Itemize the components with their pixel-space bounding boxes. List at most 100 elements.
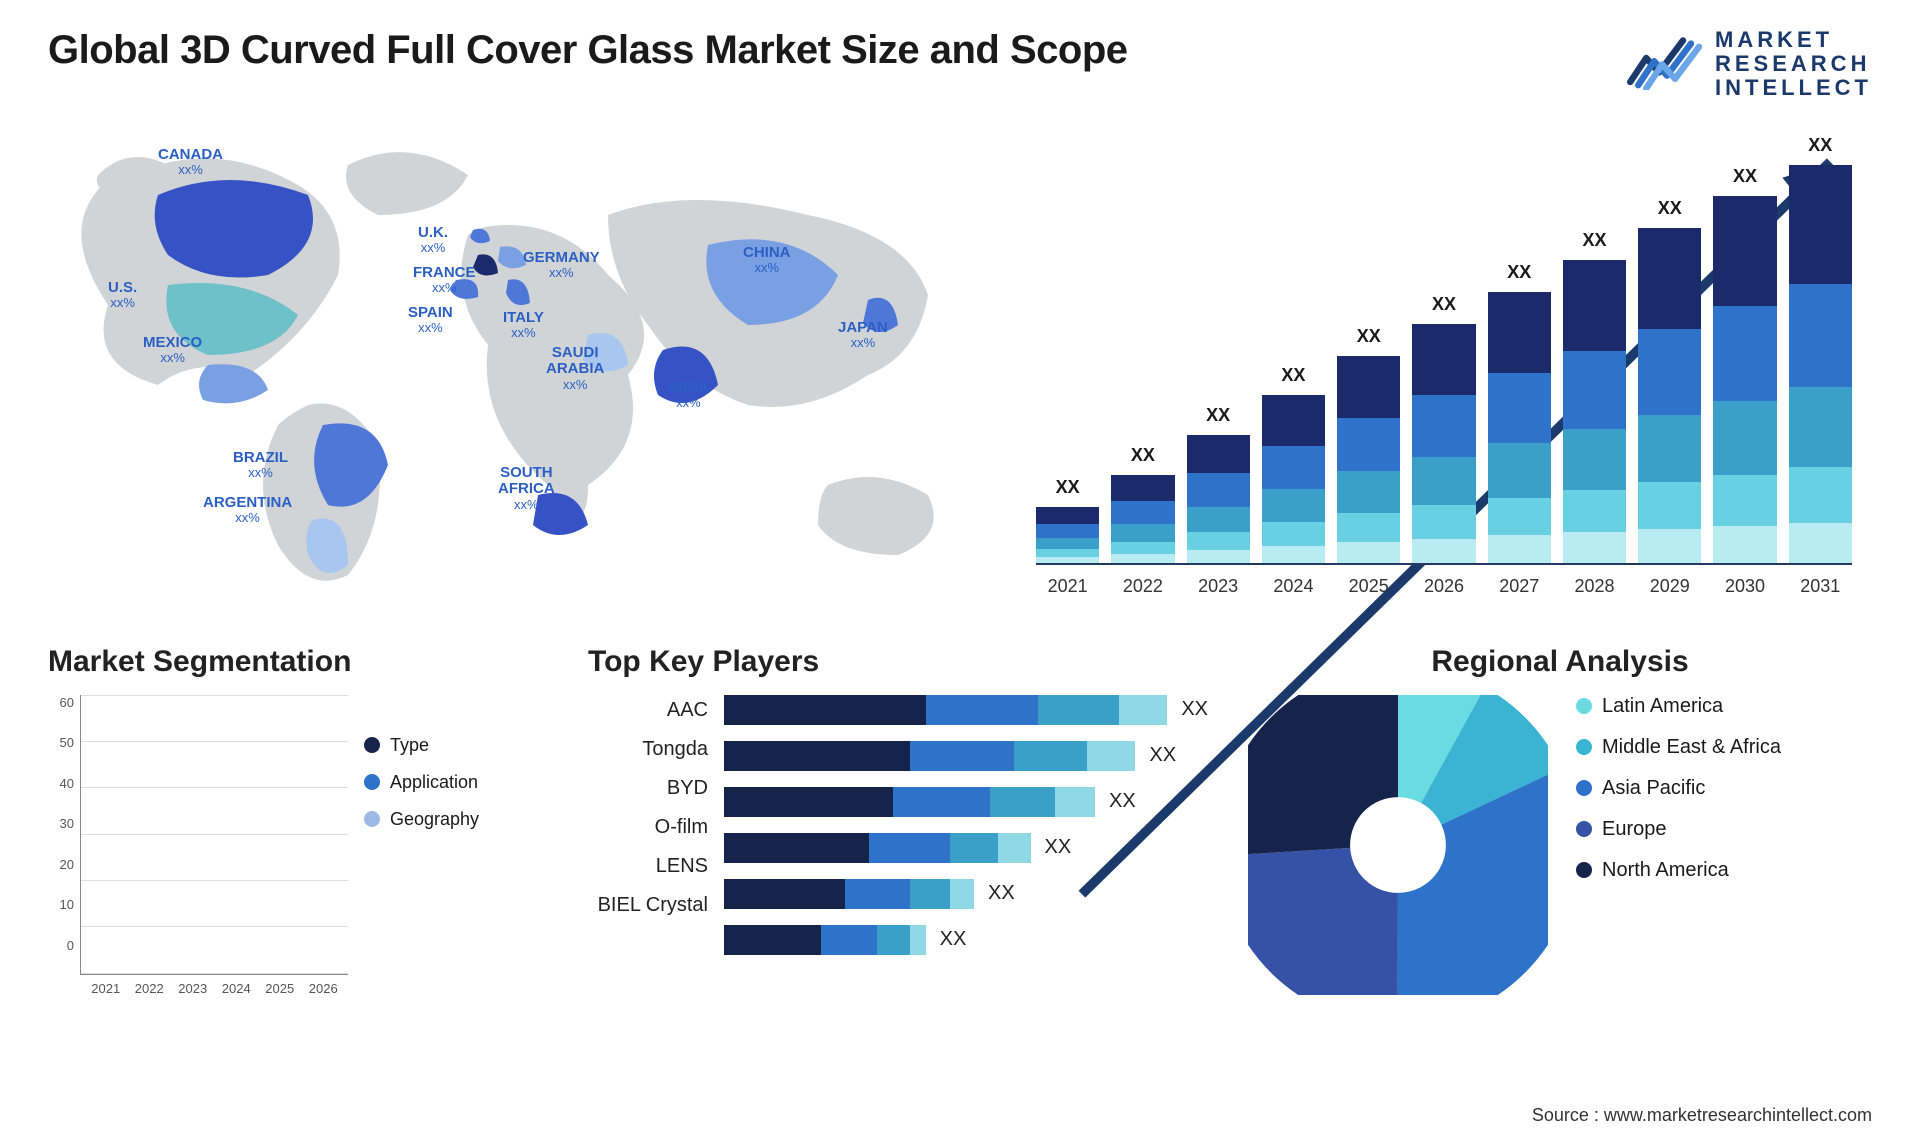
growth-year-2025: 2025 — [1337, 576, 1400, 597]
growth-bar-2026: XX — [1412, 324, 1475, 563]
growth-bar-label: XX — [1412, 294, 1475, 315]
growth-year-2023: 2023 — [1187, 576, 1250, 597]
page-title: Global 3D Curved Full Cover Glass Market… — [48, 28, 1128, 73]
seg-legend-geography: Geography — [364, 809, 479, 830]
logo-mark-icon — [1627, 34, 1707, 95]
player-value: XX — [1149, 744, 1176, 767]
growth-year-2024: 2024 — [1262, 576, 1325, 597]
map-label-u-k-: U.K.xx% — [418, 225, 448, 256]
growth-bar-label: XX — [1488, 262, 1551, 283]
player-value: XX — [1181, 698, 1208, 721]
seg-ytick: 40 — [48, 776, 74, 791]
seg-ytick: 60 — [48, 695, 74, 710]
player-label-o-film: O-film — [588, 816, 708, 839]
seg-legend-application: Application — [364, 772, 479, 793]
seg-ytick: 30 — [48, 816, 74, 831]
seg-ytick: 50 — [48, 735, 74, 750]
map-label-spain: SPAINxx% — [408, 305, 453, 336]
map-label-canada: CANADAxx% — [158, 147, 223, 178]
players-title: Top Key Players — [588, 645, 1208, 679]
growth-chart: XXXXXXXXXXXXXXXXXXXXXX 20212022202320242… — [1036, 125, 1872, 605]
growth-bar-label: XX — [1789, 135, 1852, 156]
growth-bar-2030: XX — [1713, 196, 1776, 562]
growth-bar-2023: XX — [1187, 435, 1250, 562]
growth-bar-2025: XX — [1337, 356, 1400, 563]
regional-donut — [1248, 695, 1548, 995]
player-label-lens: LENS — [588, 855, 708, 878]
seg-year-2025: 2025 — [263, 981, 297, 996]
world-map: CANADAxx% U.S.xx%MEXICOxx% BRAZILxx% ARGENT… — [48, 125, 988, 605]
map-label-argentina: ARGENTINAxx% — [203, 495, 292, 526]
map-label-brazil: BRAZILxx% — [233, 450, 288, 481]
seg-ytick: 0 — [48, 938, 74, 953]
player-label-biel-crystal: BIEL Crystal — [588, 894, 708, 917]
seg-year-2022: 2022 — [133, 981, 167, 996]
growth-year-2031: 2031 — [1789, 576, 1852, 597]
player-label-tongda: Tongda — [588, 738, 708, 761]
growth-bar-2029: XX — [1638, 228, 1701, 562]
player-value: XX — [988, 882, 1015, 905]
seg-ytick: 10 — [48, 897, 74, 912]
growth-x-axis — [1036, 563, 1852, 565]
growth-bar-label: XX — [1563, 230, 1626, 251]
growth-year-2027: 2027 — [1488, 576, 1551, 597]
growth-bar-2022: XX — [1111, 475, 1174, 563]
growth-year-2030: 2030 — [1713, 576, 1776, 597]
growth-year-2029: 2029 — [1638, 576, 1701, 597]
growth-bar-2021: XX — [1036, 507, 1099, 563]
map-label-u-s-: U.S.xx% — [108, 280, 137, 311]
regional-title: Regional Analysis — [1248, 645, 1872, 679]
logo-line3: INTELLECT — [1715, 76, 1872, 100]
player-bar-tongda: XX — [724, 741, 1208, 771]
map-label-china: CHINAxx% — [743, 245, 791, 276]
player-bar-lens: XX — [724, 879, 1208, 909]
regional-panel: Regional Analysis Latin America Middle Ea… — [1248, 645, 1872, 995]
map-label-mexico: MEXICOxx% — [143, 335, 202, 366]
growth-bar-label: XX — [1187, 405, 1250, 426]
growth-bar-2028: XX — [1563, 260, 1626, 562]
player-bar-o-film: XX — [724, 833, 1208, 863]
map-label-south-africa: SOUTHAFRICAxx% — [498, 465, 555, 512]
growth-bar-label: XX — [1337, 326, 1400, 347]
growth-bar-label: XX — [1638, 198, 1701, 219]
growth-year-2021: 2021 — [1036, 576, 1099, 597]
map-label-france: FRANCExx% — [413, 265, 476, 296]
region-legend-asia-pacific: Asia Pacific — [1576, 777, 1781, 800]
map-label-italy: ITALYxx% — [503, 310, 544, 341]
seg-legend-type: Type — [364, 735, 479, 756]
map-label-saudi-arabia: SAUDIARABIAxx% — [546, 345, 604, 392]
player-value: XX — [940, 928, 967, 951]
region-legend-north-america: North America — [1576, 859, 1781, 882]
segmentation-title: Market Segmentation — [48, 645, 548, 679]
brand-logo: MARKET RESEARCH INTELLECT — [1627, 28, 1872, 101]
seg-ytick: 20 — [48, 857, 74, 872]
source-attribution: Source : www.marketresearchintellect.com — [1532, 1105, 1872, 1126]
player-label-aac: AAC — [588, 699, 708, 722]
region-legend-middle-east-africa: Middle East & Africa — [1576, 736, 1781, 759]
growth-year-2026: 2026 — [1412, 576, 1475, 597]
map-label-germany: GERMANYxx% — [523, 250, 600, 281]
growth-bar-label: XX — [1111, 445, 1174, 466]
growth-bar-label: XX — [1262, 365, 1325, 386]
seg-year-2023: 2023 — [176, 981, 210, 996]
player-bar-biel-crystal: XX — [724, 925, 1208, 955]
map-label-india: INDIAxx% — [668, 380, 709, 411]
segmentation-legend: Type Application Geography — [364, 695, 479, 975]
region-legend-latin-america: Latin America — [1576, 695, 1781, 718]
player-label-byd: BYD — [588, 777, 708, 800]
region-legend-europe: Europe — [1576, 818, 1781, 841]
player-bar-aac: XX — [724, 695, 1208, 725]
logo-line1: MARKET — [1715, 28, 1872, 52]
growth-bar-2024: XX — [1262, 395, 1325, 562]
seg-year-2026: 2026 — [307, 981, 341, 996]
regional-legend: Latin America Middle East & Africa Asia Pa… — [1576, 695, 1781, 900]
growth-bar-2031: XX — [1789, 165, 1852, 563]
player-bar-byd: XX — [724, 787, 1208, 817]
logo-line2: RESEARCH — [1715, 52, 1872, 76]
player-value: XX — [1045, 836, 1072, 859]
growth-bar-2027: XX — [1488, 292, 1551, 563]
growth-year-2028: 2028 — [1563, 576, 1626, 597]
segmentation-panel: Market Segmentation 0102030405060 202120… — [48, 645, 548, 995]
player-value: XX — [1109, 790, 1136, 813]
growth-year-2022: 2022 — [1111, 576, 1174, 597]
